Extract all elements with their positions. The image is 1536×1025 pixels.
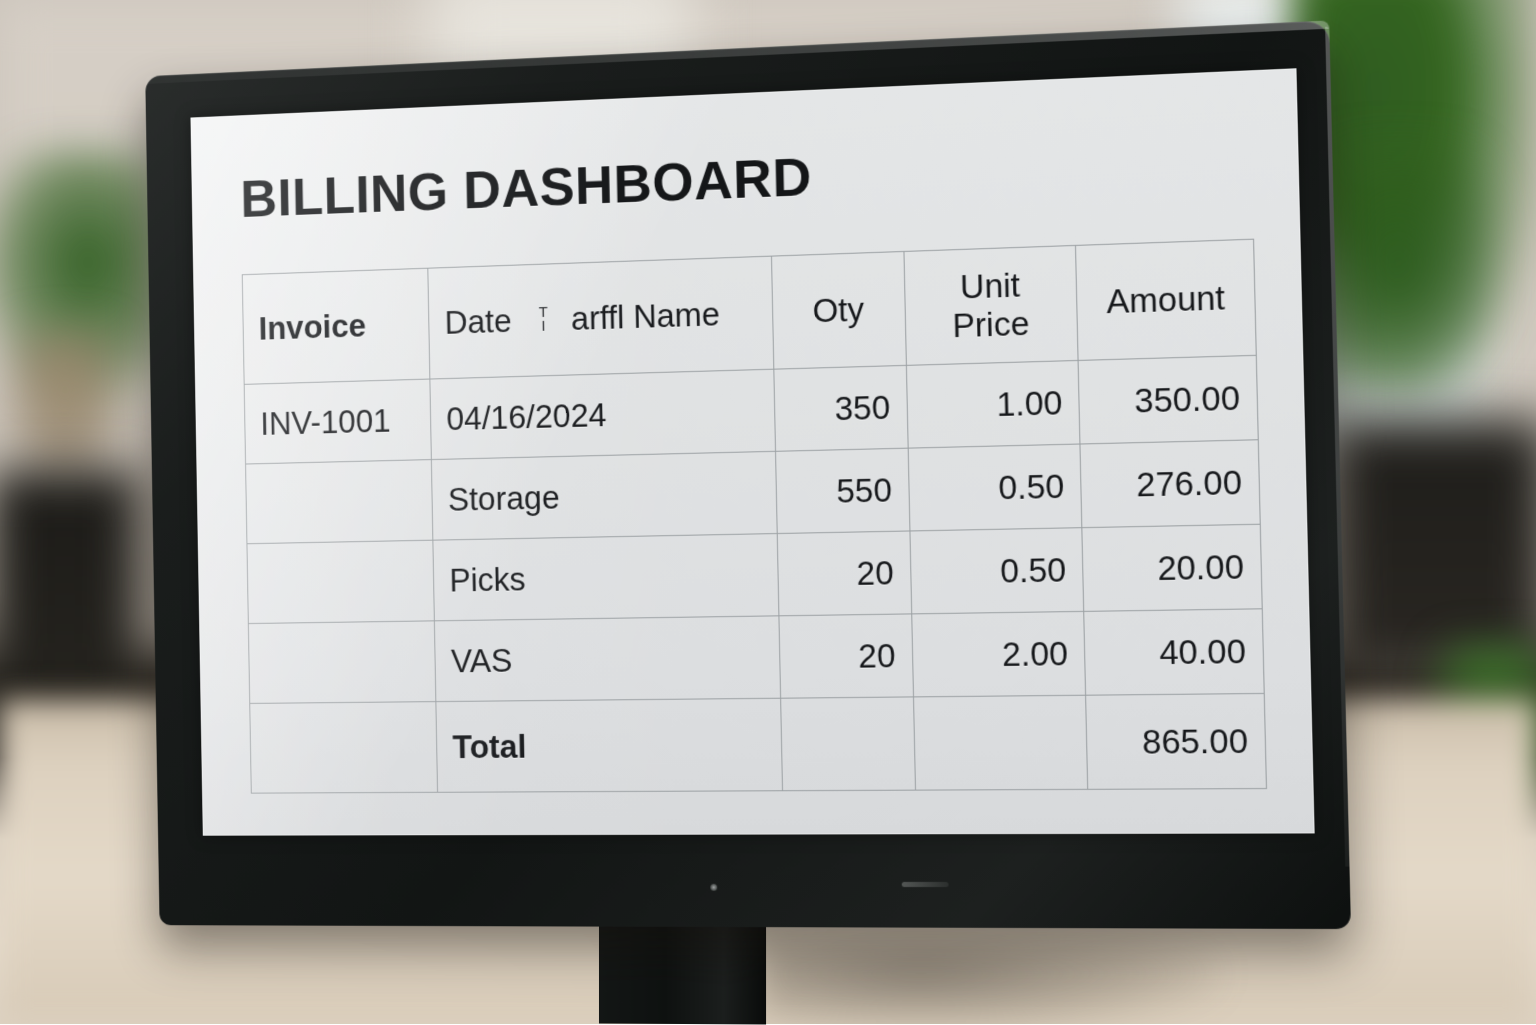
column-header-name-label: arffl Name	[571, 295, 721, 337]
monitor-shadow	[760, 935, 1220, 1024]
cell-amount: 40.00	[1084, 609, 1264, 695]
cell-unit-price: 1.00	[906, 360, 1080, 448]
cell-amount: 20.00	[1082, 524, 1262, 611]
column-header-qty[interactable]: Oty	[771, 251, 906, 369]
cell-invoice	[248, 621, 435, 704]
monitor-screen: BILLING DASHBOARD Invoice Date T I	[190, 68, 1314, 835]
cell-invoice	[247, 540, 434, 623]
cell-total-qty	[780, 697, 915, 791]
billing-dashboard-page: BILLING DASHBOARD Invoice Date T I	[190, 68, 1314, 835]
billing-table: Invoice Date T I arffl Name Ot	[242, 239, 1267, 794]
cell-amount: 350.00	[1078, 355, 1258, 444]
cell-description: 04/16/2024	[430, 369, 775, 459]
column-header-description-wrap: Date T I arffl Name	[444, 294, 756, 342]
cell-qty: 550	[775, 448, 909, 533]
cell-description: Picks	[433, 534, 779, 621]
cell-total-amount: 865.00	[1086, 693, 1267, 789]
power-led-icon	[710, 884, 717, 891]
computer-monitor: BILLING DASHBOARD Invoice Date T I	[145, 20, 1351, 929]
plant-left-pot	[10, 330, 120, 480]
cell-description: Storage	[431, 451, 777, 540]
table-row[interactable]: VAS 20 2.00 40.00	[248, 609, 1264, 704]
cell-qty: 20	[779, 614, 914, 698]
cell-total-unit-price	[913, 695, 1088, 790]
cell-unit-price: 0.50	[908, 444, 1083, 531]
column-header-invoice[interactable]: Invoice	[242, 268, 430, 384]
glyph-artifact-bottom: I	[541, 320, 545, 334]
column-header-description[interactable]: Date T I arffl Name	[428, 256, 774, 379]
table-body: INV-1001 04/16/2024 350 1.00 350.00 Stor…	[244, 355, 1266, 793]
cell-qty: 350	[773, 365, 907, 451]
plant-right-lower-icon	[1330, 150, 1500, 400]
column-header-date-label: Date	[444, 302, 512, 342]
page-title: BILLING DASHBOARD	[240, 128, 1253, 230]
table-total-row: Total 865.00	[250, 693, 1267, 793]
bezel-logo	[902, 882, 949, 887]
cell-unit-price: 0.50	[909, 528, 1084, 614]
cell-invoice	[246, 460, 433, 544]
cell-total-label: Total	[436, 698, 782, 792]
cell-qty: 20	[777, 531, 911, 616]
glyph-artifact-icon: T I	[539, 306, 548, 334]
cell-total-invoice	[250, 702, 438, 794]
column-header-amount[interactable]: Amount	[1076, 239, 1256, 360]
cell-unit-price: 2.00	[911, 611, 1086, 697]
cell-invoice: INV-1001	[244, 379, 431, 464]
cell-amount: 276.00	[1080, 440, 1260, 528]
cell-description: VAS	[434, 616, 780, 702]
column-header-unit-price[interactable]: Unit Price	[903, 245, 1078, 365]
